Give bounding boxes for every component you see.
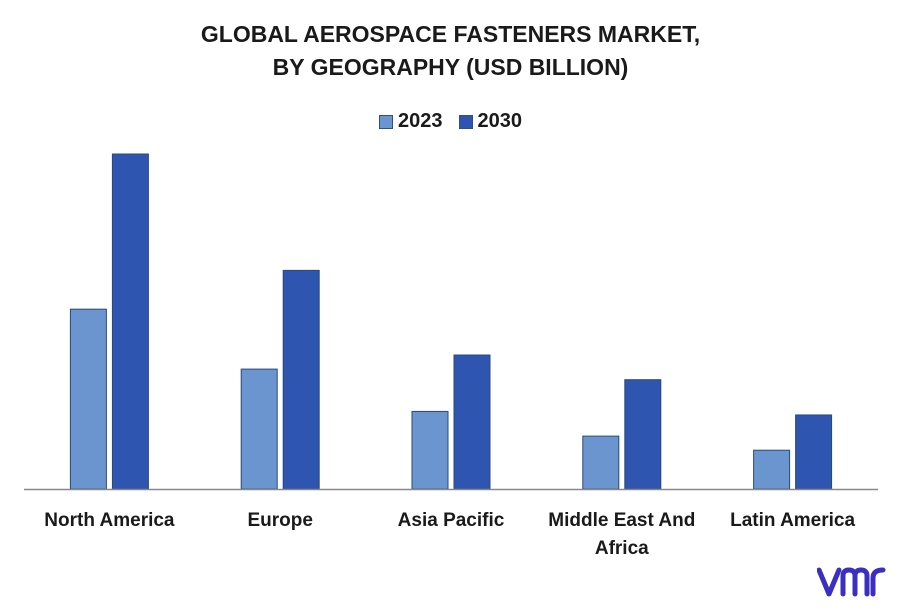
chart-title-line-2: BY GEOGRAPHY (USD BILLION) xyxy=(272,54,629,80)
legend-item-2030: 2030 xyxy=(458,110,523,133)
x-tick-label-europe: Europe xyxy=(247,510,312,531)
vmr-logo xyxy=(816,564,887,605)
chart-title-line-1: GLOBAL AEROSPACE FASTENERS MARKET, xyxy=(200,21,701,47)
bar-2030-north-america xyxy=(111,153,149,490)
bar-2030-middle-east-and-africa xyxy=(624,379,662,490)
vmr-logo-icon xyxy=(816,567,886,597)
x-tick-label-north-america: North America xyxy=(44,510,175,531)
legend-label-2023: 2023 xyxy=(398,110,443,132)
chart-legend: 2023 2030 xyxy=(0,110,901,133)
bar-2030-latin-america xyxy=(795,414,833,490)
legend-label-2030: 2030 xyxy=(477,110,523,132)
bar-2023-asia-pacific xyxy=(411,410,449,490)
chart-title: GLOBAL AEROSPACE FASTENERS MARKET, BY GE… xyxy=(0,18,901,84)
bar-2030-asia-pacific xyxy=(453,354,491,490)
x-tick-label-latin-america: Latin America xyxy=(730,510,855,531)
legend-swatch-2030 xyxy=(458,114,473,129)
legend-swatch-2023 xyxy=(379,114,393,129)
bar-2023-europe xyxy=(240,368,278,490)
x-tick-label-asia-pacific: Asia Pacific xyxy=(398,510,505,531)
bar-2023-latin-america xyxy=(753,449,791,490)
bar-2023-middle-east-and-africa xyxy=(582,435,620,490)
x-tick-label-middle-east-and-africa: Middle East And Africa xyxy=(548,510,695,559)
legend-item-2023: 2023 xyxy=(379,110,443,133)
bar-2023-north-america xyxy=(69,308,107,490)
bar-2030-europe xyxy=(282,269,320,490)
